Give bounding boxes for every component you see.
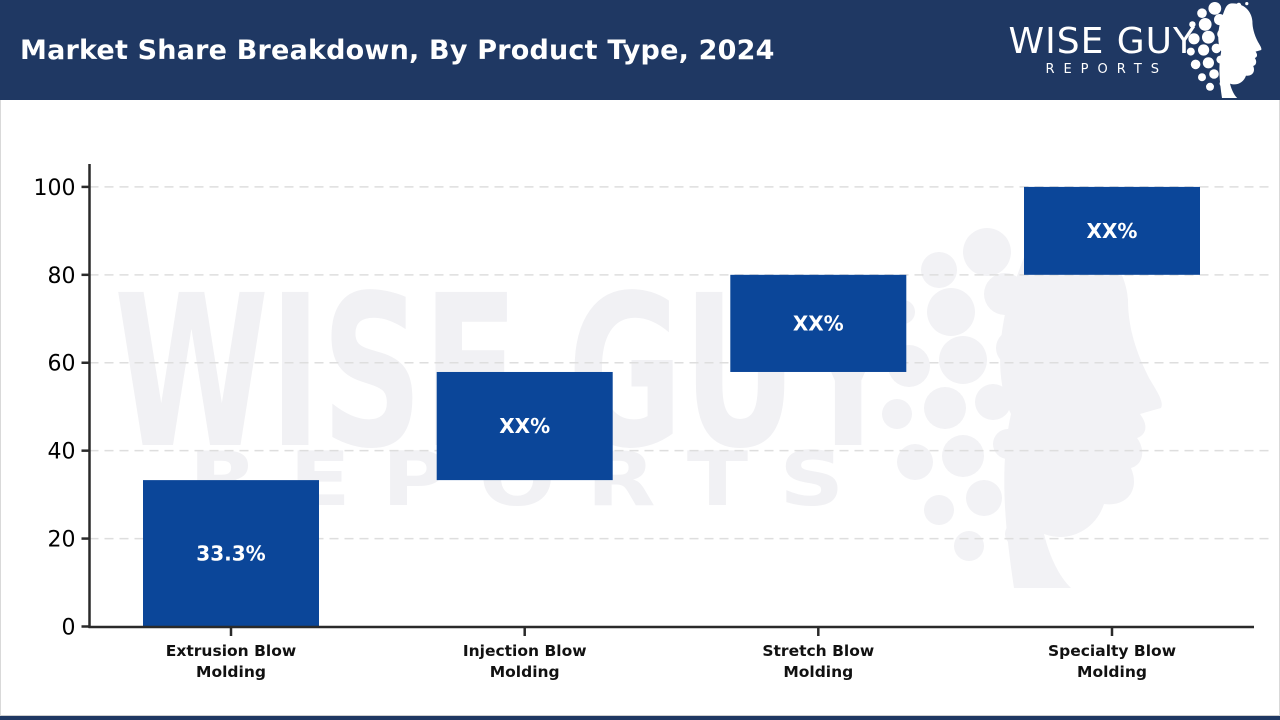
logo-name: WISE GUY bbox=[1008, 21, 1196, 62]
y-tick-label-100: 100 bbox=[34, 176, 76, 201]
footer-accent-bar bbox=[0, 716, 1280, 720]
category-label-1: Injection Blow Molding bbox=[463, 642, 587, 681]
y-tick-label-60: 60 bbox=[48, 352, 76, 377]
bar-segment-3 bbox=[1024, 186, 1200, 275]
bar-value-label-1: XX% bbox=[499, 414, 550, 438]
category-label-2: Stretch Blow Molding bbox=[762, 642, 874, 681]
header-banner: Market Share Breakdown, By Product Type,… bbox=[0, 0, 1280, 100]
bar-value-label-3: XX% bbox=[1087, 219, 1138, 243]
category-label-0: Extrusion Blow Molding bbox=[166, 642, 296, 681]
chart-title: Market Share Breakdown, By Product Type,… bbox=[20, 34, 775, 66]
plot-area: WISE GUY R E P O R T S 33.3%XX%XX%XX%020… bbox=[0, 100, 1280, 716]
logo-subtitle: REPORTS bbox=[1045, 62, 1169, 77]
head-logo-icon bbox=[1186, 2, 1262, 98]
waterfall-chart: WISE GUY R E P O R T S 33.3%XX%XX%XX%020… bbox=[34, 164, 1271, 681]
bar-value-label-0: 33.3% bbox=[196, 541, 265, 565]
bar-value-label-2: XX% bbox=[793, 311, 844, 335]
y-tick-label-20: 20 bbox=[48, 528, 76, 553]
y-tick-label-80: 80 bbox=[48, 264, 76, 289]
category-label-3: Specialty Blow Molding bbox=[1048, 642, 1176, 681]
bar-segment-0 bbox=[143, 480, 319, 627]
wise-guy-reports-logo: WISE GUY REPORTS bbox=[1009, 2, 1280, 98]
logo-text: WISE GUY REPORTS bbox=[1008, 21, 1197, 77]
bar-segment-1 bbox=[436, 371, 613, 481]
bar-segment-2 bbox=[730, 274, 907, 372]
y-tick-label-40: 40 bbox=[48, 440, 76, 465]
y-tick-label-0: 0 bbox=[62, 616, 76, 641]
